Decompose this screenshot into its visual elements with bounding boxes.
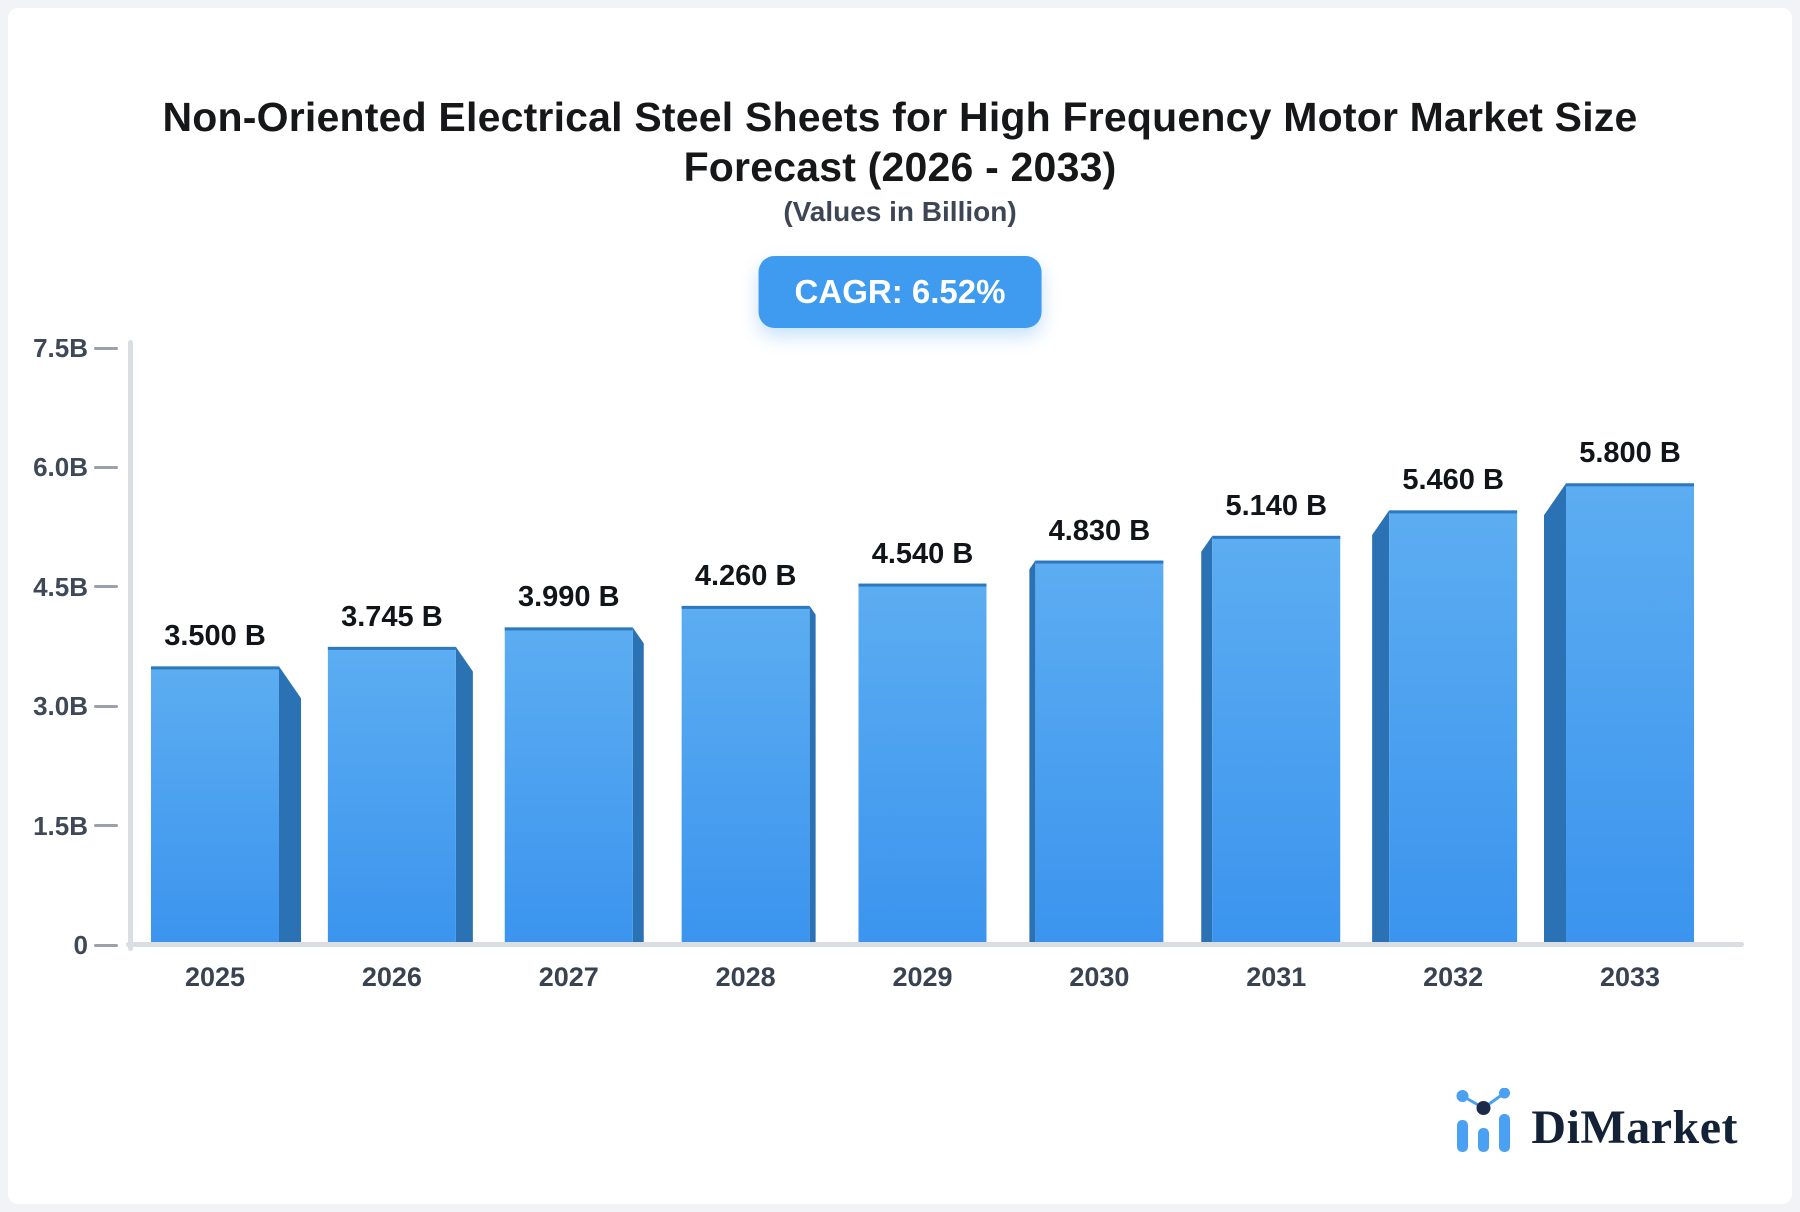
x-tick-label-2025: 2025 (184, 962, 246, 992)
y-tick-label-6.0B: 6.0B (33, 452, 88, 483)
bar-value-label-2025: 3.500 B (164, 620, 266, 653)
y-tick-mark (94, 465, 118, 469)
bar-value-label-2029: 4.540 B (871, 537, 974, 570)
bar-line-chart-icon (1456, 1088, 1511, 1152)
y-tick-label-1.5B: 1.5B (33, 810, 88, 841)
x-tick-label-2032: 2032 (1423, 962, 1484, 992)
cagr-badge-label: CAGR: 6.52% (794, 273, 1006, 310)
x-tick-label-2030: 2030 (1069, 962, 1130, 992)
y-tick-mark (94, 585, 118, 589)
chart-subtitle: (Values in Billion) (783, 196, 1017, 227)
x-tick-label-2031: 2031 (1246, 962, 1307, 992)
y-axis-line (128, 340, 133, 951)
y-tick-label-3.0B: 3.0B (33, 691, 88, 722)
bar-value-label-2026: 3.745 B (341, 600, 443, 633)
x-axis-line (126, 942, 1744, 947)
bar-value-label-2033: 5.800 B (1579, 437, 1681, 470)
cagr-badge: CAGR: 6.52% (758, 256, 1042, 328)
y-tick-mark (94, 346, 118, 350)
x-tick-label-2028: 2028 (715, 962, 776, 992)
y-tick-mark (94, 704, 118, 708)
bar-value-label-2030: 4.830 B (1048, 514, 1151, 547)
brand-name: DiMarket (1531, 1101, 1738, 1154)
x-tick-label-2033: 2033 (1599, 962, 1661, 992)
y-tick-label-4.5B: 4.5B (33, 571, 88, 602)
brand-logo: DiMarket (1455, 1088, 1738, 1152)
x-tick-label-2026: 2026 (361, 962, 422, 992)
x-tick-label-2027: 2027 (538, 962, 599, 992)
y-tick-label-0: 0 (73, 930, 88, 960)
bar-value-label-2031: 5.140 B (1225, 489, 1328, 522)
chart-title: Non-Oriented Electrical Steel Sheets for… (162, 94, 1638, 190)
bar-value-label-2027: 3.990 B (517, 581, 620, 614)
y-tick-label-7.5B: 7.5B (33, 333, 88, 363)
x-tick-label-2029: 2029 (892, 962, 953, 992)
y-tick-mark (94, 943, 118, 947)
bar-value-label-2028: 4.260 B (694, 559, 797, 592)
bar-value-label-2032: 5.460 B (1402, 464, 1504, 497)
y-tick-mark (94, 824, 118, 828)
